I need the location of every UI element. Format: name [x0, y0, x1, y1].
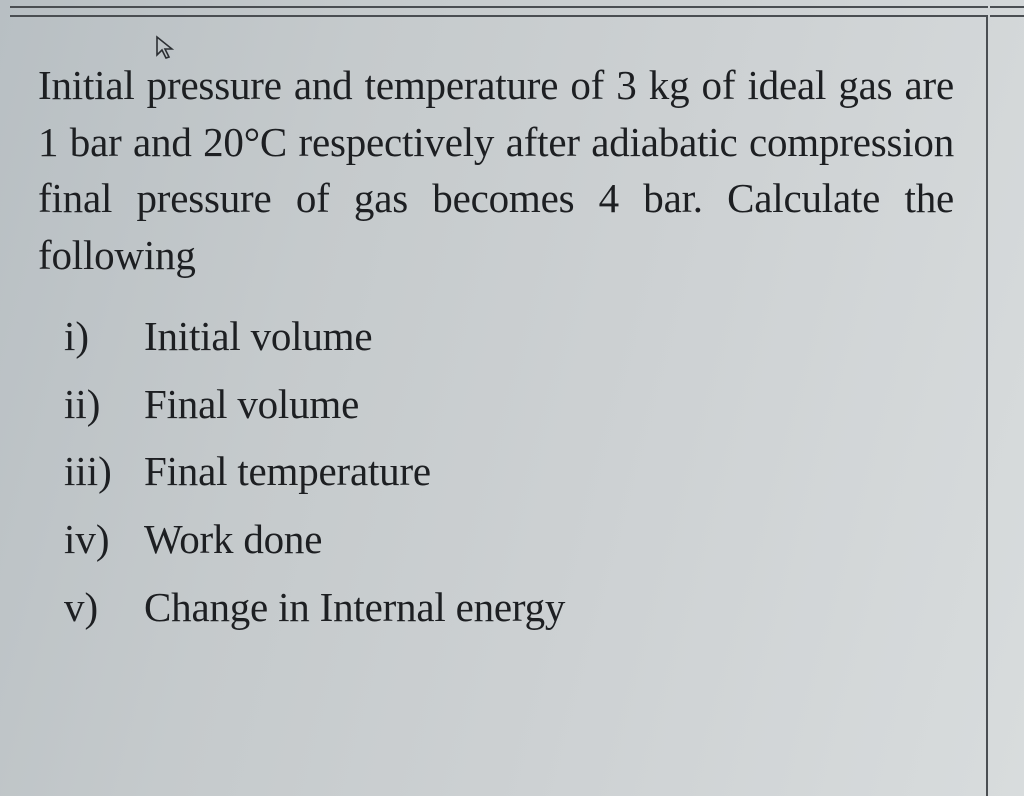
- question-cell: Initial pressure and temperature of 3 kg…: [10, 15, 988, 796]
- list-marker: iii): [64, 440, 144, 504]
- list-label: Final volume: [144, 373, 359, 437]
- list-marker: v): [64, 576, 144, 640]
- right-slice-top-rule: [990, 6, 1024, 8]
- adjacent-cell-slice: [990, 15, 1024, 85]
- question-stem: Initial pressure and temperature of 3 kg…: [38, 57, 954, 283]
- question-list: i) Initial volume ii) Final volume iii) …: [38, 305, 954, 639]
- list-item: ii) Final volume: [64, 373, 954, 437]
- list-item: iii) Final temperature: [64, 440, 954, 504]
- top-rule: [10, 6, 988, 8]
- cursor-icon: [154, 35, 174, 61]
- page-container: Initial pressure and temperature of 3 kg…: [0, 0, 1024, 796]
- list-item: i) Initial volume: [64, 305, 954, 369]
- list-marker: iv): [64, 508, 144, 572]
- list-marker: ii): [64, 373, 144, 437]
- list-item: iv) Work done: [64, 508, 954, 572]
- list-label: Initial volume: [144, 305, 372, 369]
- list-label: Change in Internal energy: [144, 576, 565, 640]
- list-label: Work done: [144, 508, 322, 572]
- list-label: Final temperature: [144, 440, 431, 504]
- list-item: v) Change in Internal energy: [64, 576, 954, 640]
- list-marker: i): [64, 305, 144, 369]
